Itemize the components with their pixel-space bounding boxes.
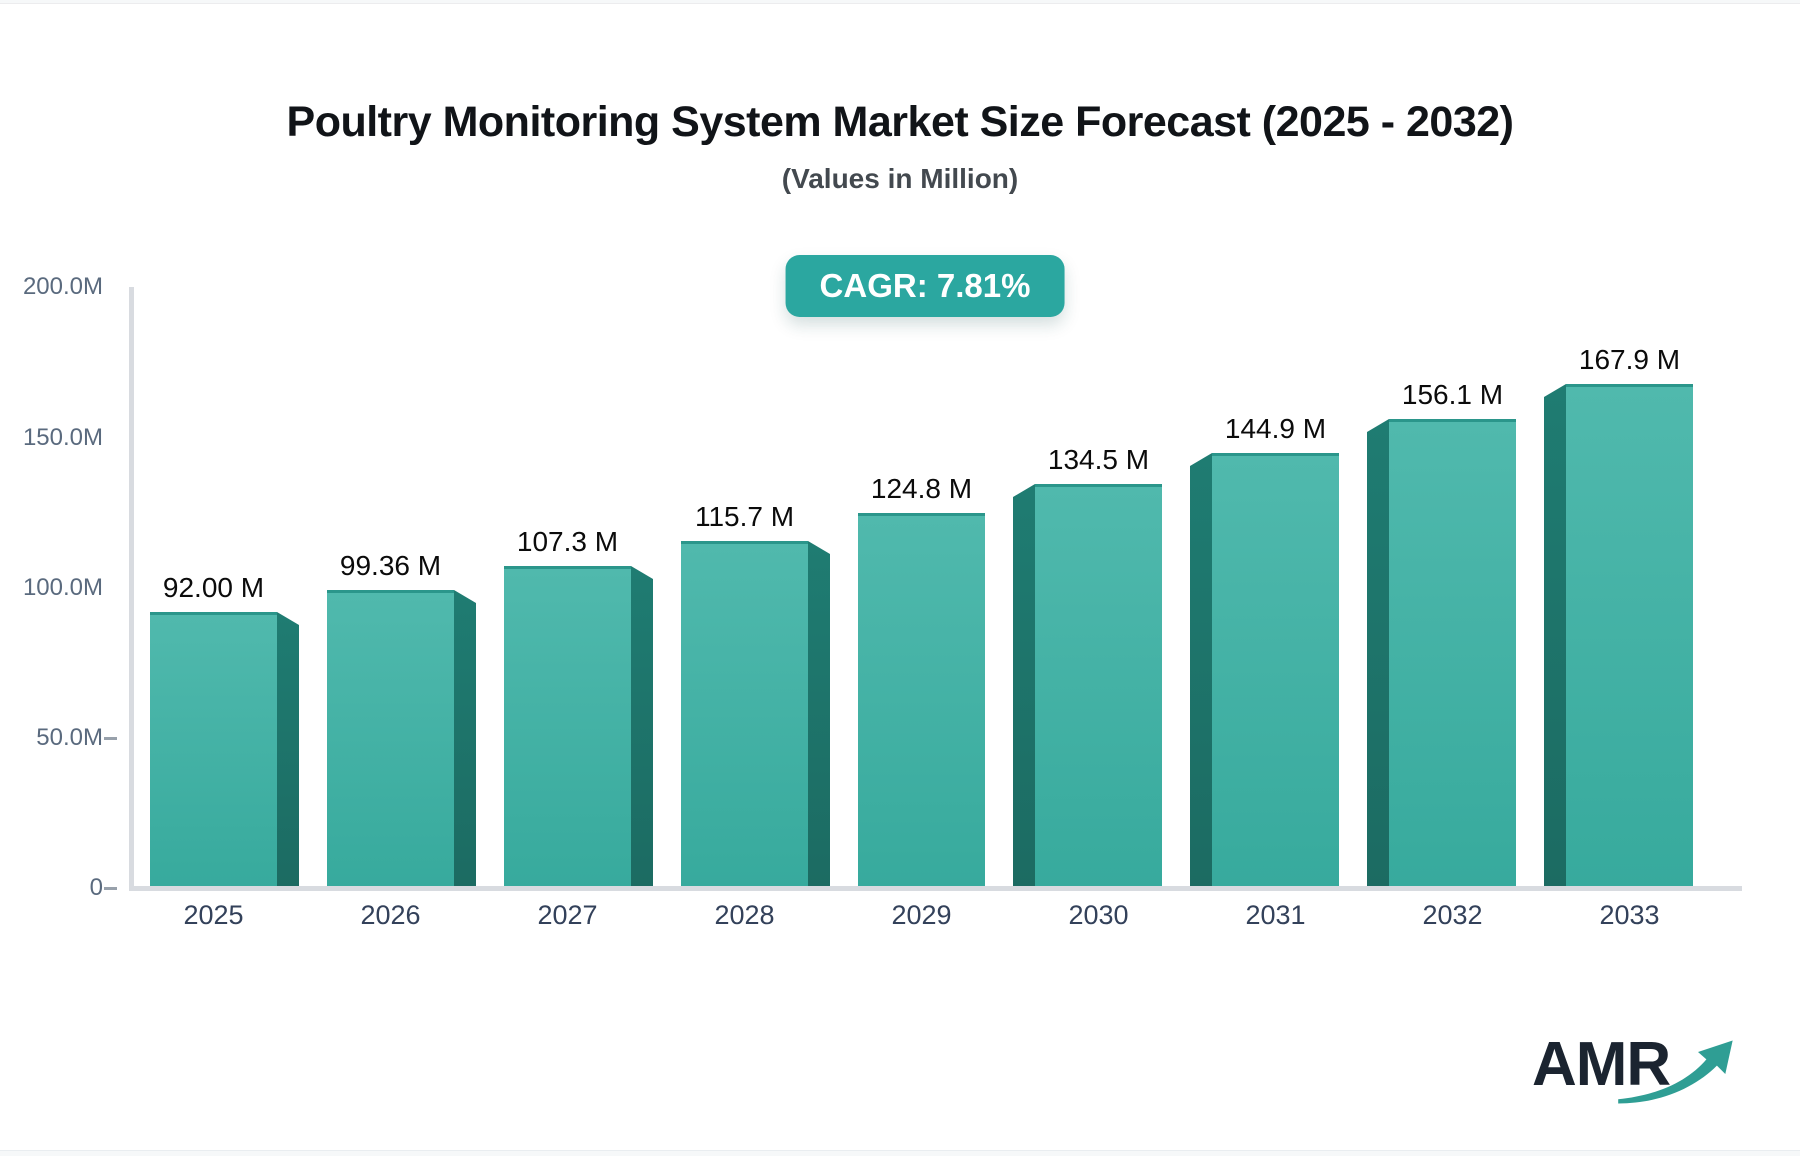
chart-subtitle: (Values in Million) <box>781 163 1019 194</box>
bar-face <box>150 612 277 888</box>
bar-face <box>858 513 985 888</box>
x-tick-label: 2030 <box>1068 900 1129 930</box>
y-tick-label: 150.0M <box>22 423 103 451</box>
x-tick-label: 2026 <box>360 900 421 930</box>
y-tick-dash <box>104 736 117 740</box>
x-tick-label: 2031 <box>1245 900 1306 930</box>
bar-side-face <box>1544 384 1566 888</box>
bar-side-face <box>808 541 830 888</box>
bar-side-face <box>631 566 653 888</box>
amr-logo: AMR <box>1532 1028 1752 1112</box>
bar-side-face <box>277 612 299 888</box>
y-tick-dash <box>104 887 117 890</box>
y-tick-label: 0 <box>89 874 103 901</box>
bar-side-face <box>1367 419 1389 888</box>
top-edge-strip <box>0 0 1800 4</box>
bar-value-label: 156.1 M <box>1401 379 1504 410</box>
x-tick-label: 2033 <box>1599 900 1660 930</box>
bar-face <box>504 566 631 888</box>
x-tick-label: 2028 <box>714 900 775 930</box>
bar-2025[interactable] <box>150 612 299 888</box>
x-tick-label: 2032 <box>1422 900 1483 930</box>
x-tick-label: 2025 <box>183 900 244 930</box>
bar-2033[interactable] <box>1544 384 1693 888</box>
bar-2030[interactable] <box>1013 484 1162 888</box>
bar-value-label: 167.9 M <box>1578 344 1681 375</box>
bottom-edge-strip <box>0 1150 1800 1156</box>
bar-2029[interactable] <box>858 513 985 888</box>
bar-value-label: 144.9 M <box>1224 413 1327 444</box>
bar-value-label: 92.00 M <box>162 572 265 603</box>
x-axis-baseline <box>129 886 1742 891</box>
bar-value-label: 124.8 M <box>870 473 973 504</box>
bar-face <box>1212 453 1339 888</box>
amr-logo-text: AMR <box>1532 1030 1671 1099</box>
bar-value-label: 99.36 M <box>339 550 442 581</box>
bar-face <box>1035 484 1162 888</box>
y-axis-line <box>129 287 134 891</box>
y-tick-label: 200.0M <box>22 273 103 301</box>
chart-title: Poultry Monitoring System Market Size Fo… <box>286 98 1514 146</box>
cagr-badge: CAGR: 7.81% <box>785 255 1065 317</box>
bar-2028[interactable] <box>681 541 830 888</box>
bar-2027[interactable] <box>504 566 653 888</box>
x-tick-label: 2029 <box>891 900 952 930</box>
bar-value-label: 107.3 M <box>516 526 619 557</box>
bar-face <box>1566 384 1693 888</box>
bar-value-label: 134.5 M <box>1047 444 1150 475</box>
bar-face <box>681 541 808 888</box>
bar-2031[interactable] <box>1190 453 1339 888</box>
y-tick-label: 50.0M <box>36 723 103 751</box>
growth-arrow-icon <box>1618 1040 1733 1104</box>
bar-side-face <box>1013 484 1035 888</box>
bar-face <box>1389 419 1516 888</box>
bar-2032[interactable] <box>1367 419 1516 888</box>
bar-side-face <box>1190 453 1212 888</box>
y-tick-label: 100.0M <box>22 573 103 601</box>
bar-value-label: 115.7 M <box>694 501 795 532</box>
bar-2026[interactable] <box>327 590 476 888</box>
bar-side-face <box>454 590 476 888</box>
bar-face <box>327 590 454 888</box>
x-tick-label: 2027 <box>537 900 598 930</box>
